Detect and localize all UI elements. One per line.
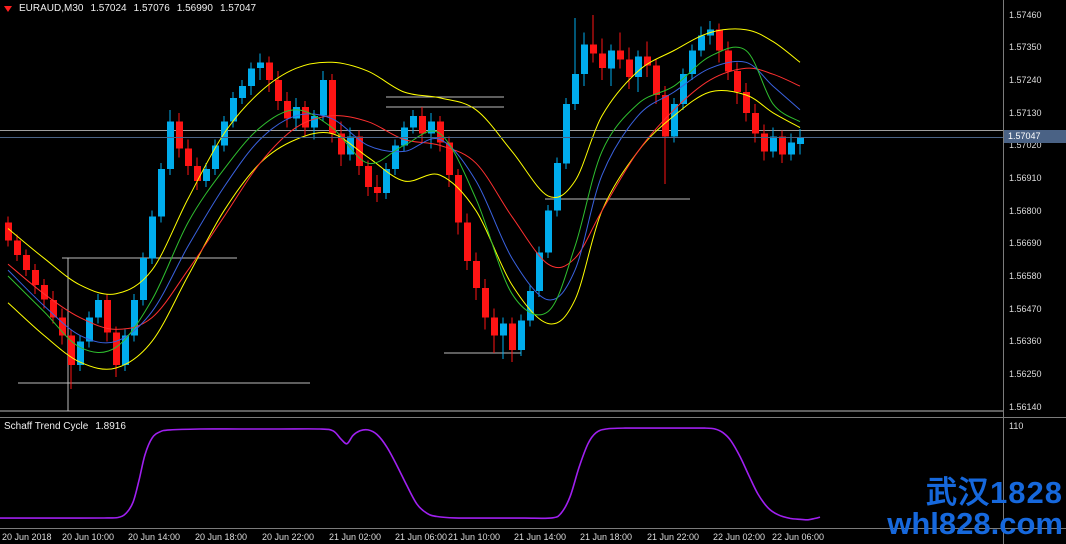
price-axis-separator [1003,0,1004,544]
high-value: 1.57076 [133,3,170,14]
close-value: 1.57047 [219,3,257,14]
indicator-pane[interactable] [0,418,1003,528]
pane-separator[interactable] [0,528,1066,529]
indicator-scale-label: 110 [1009,421,1024,431]
time-axis-label: 20 Jun 22:00 [262,532,315,542]
time-axis-label: 20 Jun 10:00 [62,532,115,542]
price-axis-label: 1.56470 [1009,304,1042,314]
time-axis-label: 21 Jun 18:00 [580,532,633,542]
time-axis-label: 21 Jun 10:00 [448,532,501,542]
band-lower-yellow [7,89,801,370]
ma-green [7,46,801,353]
price-axis-label: 1.57460 [1009,10,1042,20]
time-axis[interactable]: 20 Jun 2018 20 Jun 10:00 20 Jun 14:00 20 Ju… [0,529,1003,544]
low-value: 1.56990 [176,3,213,14]
price-axis-label: 1.56250 [1009,369,1042,379]
time-axis-label: 22 Jun 02:00 [713,532,766,542]
time-axis-label: 20 Jun 2018 [2,532,52,542]
price-axis-label: 1.57020 [1009,140,1042,150]
price-axis-label: 1.56910 [1009,173,1042,183]
current-price-tag: 1.57047 [1004,130,1066,143]
watermark-line1: 武汉1828 [926,474,1063,510]
indicator-name: Schaff Trend Cycle [4,421,89,432]
time-axis-label: 21 Jun 14:00 [514,532,567,542]
time-axis-label: 20 Jun 18:00 [195,532,248,542]
sell-triangle-icon [4,5,12,12]
time-axis-label: 21 Jun 02:00 [329,532,382,542]
watermark: 武汉1828 whl828.com [887,477,1063,540]
ma-blue [7,60,801,344]
indicator-chart-canvas[interactable] [0,418,1003,528]
watermark-line2: whl828.com [887,506,1063,542]
price-chart-canvas[interactable] [0,0,1003,417]
time-axis-label: 21 Jun 22:00 [647,532,700,542]
price-axis[interactable]: 110 1.57460 1.57350 1.57240 1.57130 1.57020 1… [1004,0,1066,544]
stc-line [0,427,821,521]
band-upper-yellow [7,28,801,295]
price-axis-label: 1.57130 [1009,108,1042,118]
chart-ohlc-header: EURAUD,M30 1.57024 1.57076 1.56990 1.570… [4,3,256,14]
price-axis-label: 1.56800 [1009,206,1042,216]
time-axis-label: 21 Jun 06:00 [395,532,448,542]
price-axis-label: 1.57240 [1009,75,1042,85]
ma-red [7,67,801,330]
price-axis-label: 1.57350 [1009,42,1042,52]
time-axis-label: 20 Jun 14:00 [128,532,181,542]
price-axis-label: 1.56690 [1009,238,1042,248]
indicator-value: 1.8916 [95,421,126,432]
price-axis-label: 1.56140 [1009,402,1042,412]
open-value: 1.57024 [90,3,127,14]
price-axis-label: 1.56360 [1009,336,1042,346]
price-axis-label: 1.56580 [1009,271,1042,281]
symbol-timeframe-label: EURAUD,M30 [19,3,84,14]
pane-separator[interactable] [0,417,1066,418]
indicator-header: Schaff Trend Cycle 1.8916 [4,421,126,432]
time-axis-label: 22 Jun 06:00 [772,532,825,542]
price-pane[interactable] [0,0,1003,417]
